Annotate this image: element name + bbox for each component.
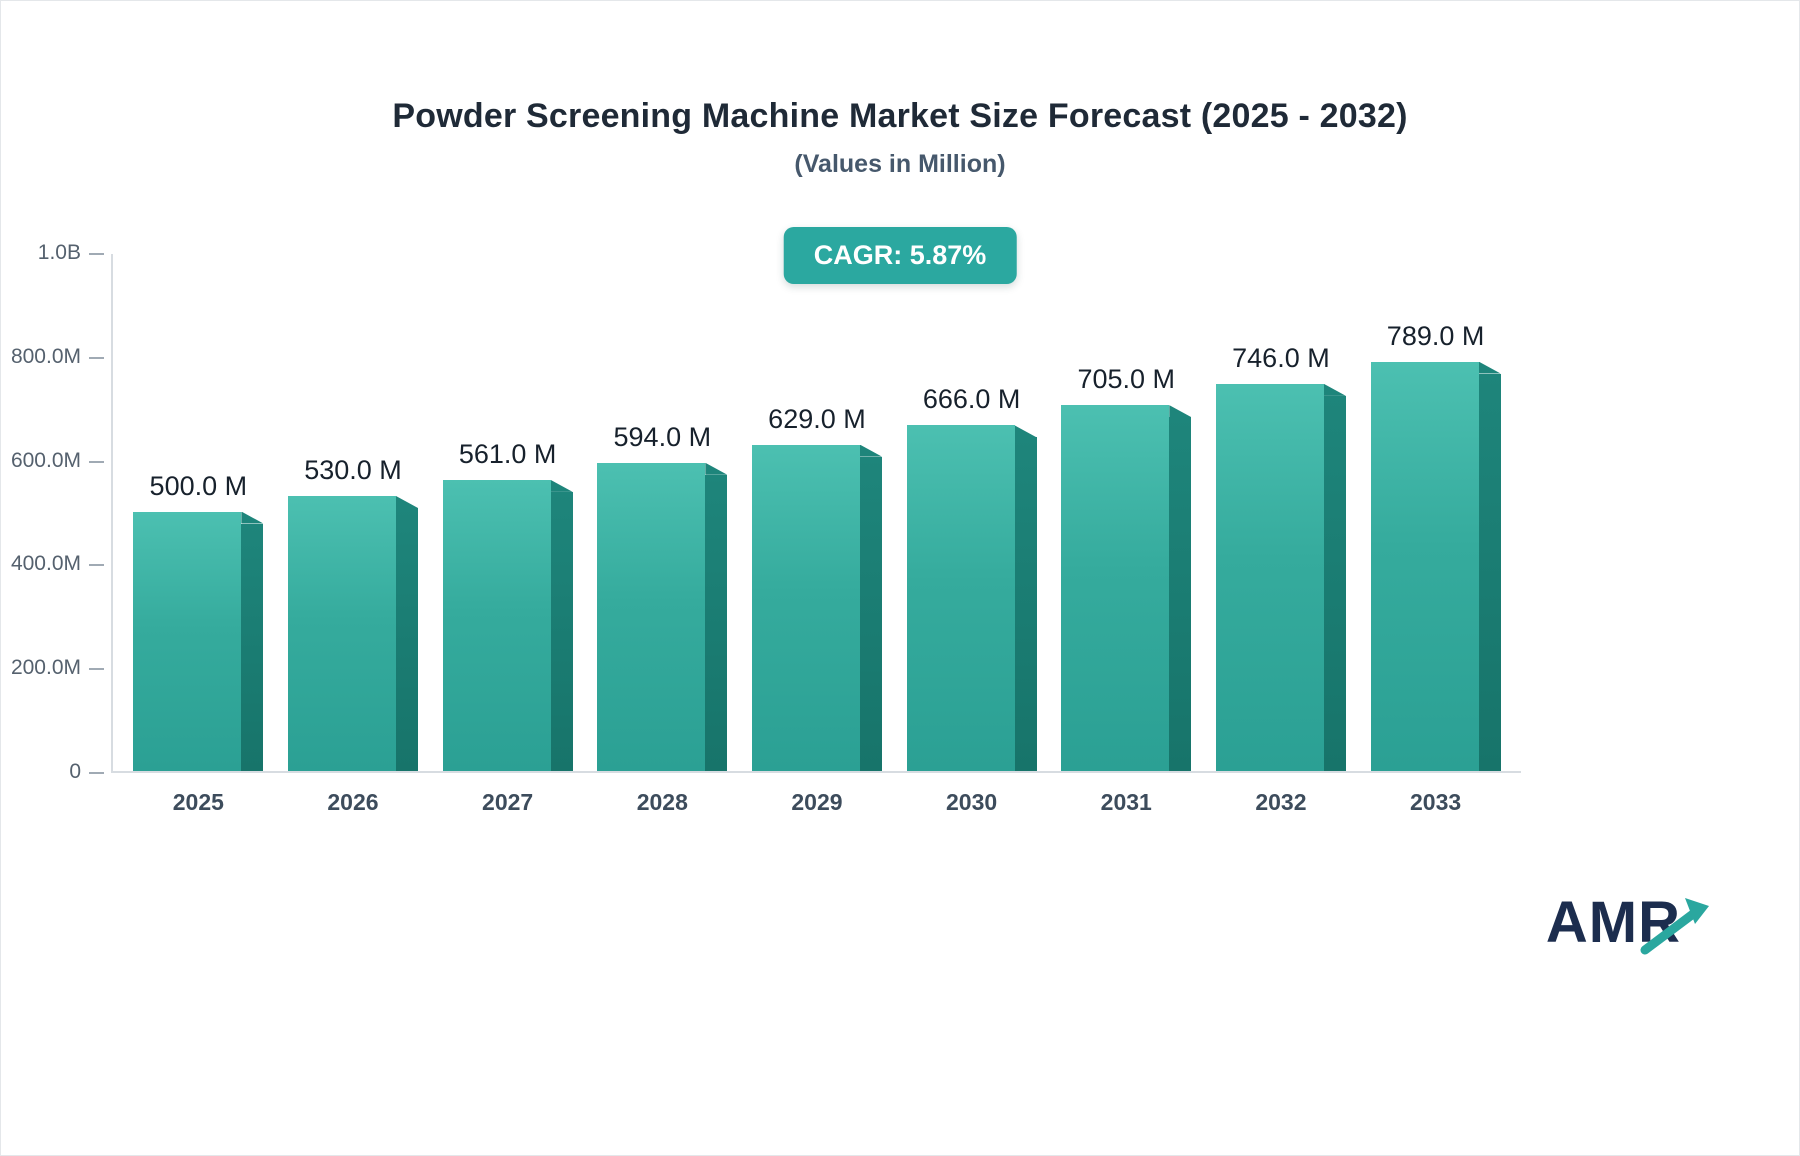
y-tick-mark xyxy=(89,253,104,255)
y-tick-label: 400.0M xyxy=(10,552,81,576)
bar-top-edge xyxy=(241,511,264,524)
bar-value-label: 746.0 M xyxy=(1232,342,1330,373)
y-tick-mark xyxy=(89,668,104,671)
amr-arrow-icon xyxy=(1640,898,1709,955)
x-axis-label: 2031 xyxy=(1100,789,1152,815)
y-tick-label: 600.0M xyxy=(10,448,81,472)
bar-front-face xyxy=(1215,383,1324,771)
x-axis-label: 2028 xyxy=(636,789,688,815)
bar-front-face xyxy=(287,495,396,771)
x-axis-label: 2026 xyxy=(327,789,379,815)
bar-top-edge xyxy=(550,479,573,492)
bar-value-label: 561.0 M xyxy=(458,438,557,469)
bar[interactable]: 705.0 M 2031 xyxy=(1061,364,1192,815)
bar-top-edge xyxy=(1478,361,1501,374)
amr-logo: AMR xyxy=(1546,894,1709,955)
bars-row: 500.0 M 2025 530.0 M 2026 561.0 M 2027 594.0 M… xyxy=(113,254,1521,815)
x-axis-label: 2029 xyxy=(791,789,843,815)
x-axis-label: 2027 xyxy=(482,789,534,815)
plot-area: 1.0B 800.0M 600.0M 400.0M 200.0M 0 500.0 M 202… xyxy=(11,241,1521,815)
bar-value-label: 500.0 M xyxy=(149,470,248,501)
bar-side-face xyxy=(859,456,882,771)
bar-front-face xyxy=(1370,361,1479,771)
bar-front-face xyxy=(597,462,706,771)
y-tick-mark xyxy=(89,460,104,463)
bar-front-face xyxy=(906,425,1015,771)
y-tick-label: 200.0M xyxy=(10,656,81,680)
bar-value-label: 666.0 M xyxy=(922,384,1021,415)
bar-value-label: 530.0 M xyxy=(304,454,402,485)
x-axis-label: 2025 xyxy=(172,789,224,815)
x-axis-label: 2032 xyxy=(1255,789,1307,815)
y-tick-mark xyxy=(89,356,104,359)
bar[interactable]: 500.0 M 2025 xyxy=(133,471,264,815)
y-axis: 1.0B 800.0M 600.0M 400.0M 200.0M 0 xyxy=(11,241,1521,783)
bar-side-face xyxy=(395,507,418,771)
x-axis-label: 2033 xyxy=(1409,789,1462,815)
bar-top-edge xyxy=(1323,383,1346,396)
bar-side-face xyxy=(1014,437,1037,771)
bar-value-label: 705.0 M xyxy=(1077,364,1176,395)
bar-side-face xyxy=(241,523,264,771)
y-tick-label: 1.0B xyxy=(37,241,81,264)
bar-side-face xyxy=(1478,373,1501,771)
bar[interactable]: 594.0 M 2028 xyxy=(597,422,728,815)
bar[interactable]: 561.0 M 2027 xyxy=(442,439,573,815)
bar[interactable]: 789.0 M 2033 xyxy=(1370,321,1501,815)
bar-side-face xyxy=(705,474,728,771)
bar-value-label: 629.0 M xyxy=(768,403,866,434)
x-axis-label: 2030 xyxy=(946,789,998,815)
y-tick-label: 0 xyxy=(69,760,81,783)
bar[interactable]: 530.0 M 2026 xyxy=(287,455,418,815)
chart-title: Powder Screening Machine Market Size For… xyxy=(392,97,1408,135)
bar-side-face xyxy=(550,491,573,771)
y-tick-label: 800.0M xyxy=(10,344,81,368)
y-tick-mark xyxy=(89,564,104,567)
y-tick-mark xyxy=(89,772,104,774)
bar-front-face xyxy=(133,511,242,771)
bar-front-face xyxy=(442,479,551,771)
cagr-badge: CAGR: 5.87% xyxy=(783,227,1017,284)
bar-top-edge xyxy=(705,462,728,475)
bar[interactable]: 629.0 M 2029 xyxy=(751,404,882,815)
bar-side-face xyxy=(1323,395,1346,771)
bar-value-label: 789.0 M xyxy=(1386,320,1485,351)
bar-side-face xyxy=(1169,417,1192,771)
bar[interactable]: 746.0 M 2032 xyxy=(1215,343,1346,815)
bar-top-edge xyxy=(1014,425,1037,438)
bar-top-edge xyxy=(859,444,882,457)
bar-front-face xyxy=(751,444,860,771)
chart-subtitle: (Values in Million) xyxy=(794,150,1006,178)
bar[interactable]: 666.0 M 2030 xyxy=(906,384,1037,815)
bar-value-label: 594.0 M xyxy=(613,421,712,452)
bar-top-edge xyxy=(395,495,418,508)
bar-top-edge xyxy=(1169,405,1192,418)
bar-front-face xyxy=(1061,405,1170,771)
